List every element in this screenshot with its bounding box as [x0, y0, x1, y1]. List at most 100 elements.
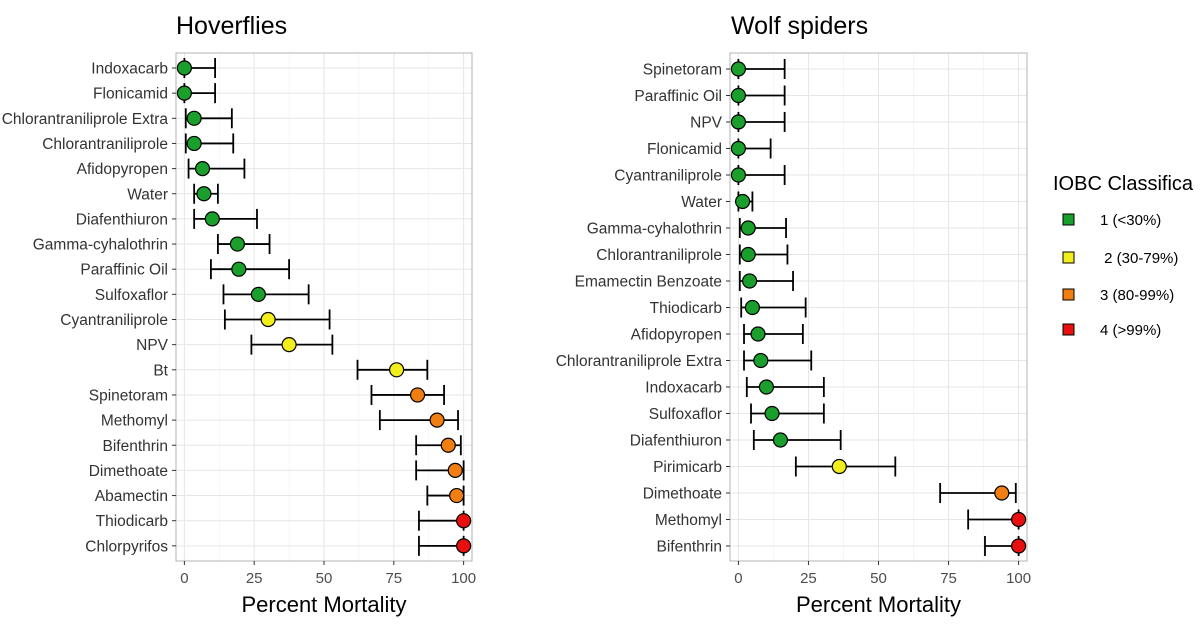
y-tick-label: Flonicamid — [93, 86, 168, 103]
panel-hoverflies: Hoverflies Indoxacarb Flonicamid Chlorantra… — [2, 12, 476, 617]
y-tick-label: Chlorantraniliprole — [596, 247, 722, 264]
legend-title: IOBC Classifica — [1053, 173, 1194, 195]
x-tick-label: 25 — [800, 570, 817, 587]
error-bar — [750, 403, 825, 424]
error-bar — [378, 410, 459, 431]
y-tick-label: Dimethoate — [89, 463, 168, 480]
panel-wolf-spiders: Wolf spiders Spinetoram Paraffinic Oil NPV F… — [556, 12, 1031, 617]
legend-key-4 — [1062, 323, 1075, 336]
data-point — [740, 246, 756, 263]
chart-title: Wolf spiders — [731, 12, 868, 40]
y-tick-label: Bifenthrin — [103, 438, 168, 455]
y-tick-label: Chlorpyrifos — [85, 538, 168, 555]
y-tick-label: Gamma-cyhalothrin — [33, 237, 168, 254]
data-point — [176, 85, 192, 101]
chart-title: Hoverflies — [176, 12, 287, 40]
legend-key-1 — [1062, 213, 1075, 226]
data-point — [764, 405, 780, 422]
data-point — [440, 437, 456, 453]
data-point — [750, 326, 766, 342]
y-tick-label: Chlorantraniliprole — [42, 136, 168, 153]
data-point — [186, 110, 202, 126]
error-bar — [370, 384, 445, 405]
x-tick-label: 100 — [1006, 570, 1031, 587]
y-tick-label: Indoxacarb — [645, 380, 722, 397]
data-point — [744, 299, 761, 316]
error-bar — [745, 377, 825, 397]
legend-label-3: 3 (80-99%) — [1100, 287, 1174, 304]
y-tick-label: Bifenthrin — [657, 539, 722, 556]
y-tick-label: Thiodicarb — [650, 300, 722, 317]
data-point — [409, 387, 426, 403]
y-tick-label: Dimethoate — [643, 486, 722, 503]
y-tick-label: Flonicamid — [647, 141, 722, 158]
x-tick-label: 25 — [246, 570, 263, 587]
data-point — [772, 432, 789, 448]
x-tick-label: 100 — [451, 570, 476, 587]
y-tick-label: Paraffinic Oil — [80, 262, 168, 279]
data-point — [229, 236, 246, 252]
data-point — [742, 273, 758, 289]
y-tick-label: Indoxacarb — [91, 61, 168, 78]
data-point — [449, 487, 465, 504]
data-point — [730, 140, 747, 157]
y-tick-label: Pirimicarb — [653, 459, 722, 476]
data-point — [758, 379, 775, 395]
data-point — [389, 362, 405, 378]
data-point — [231, 261, 247, 277]
error-bar — [210, 259, 290, 280]
y-tick-label: NPV — [690, 115, 723, 132]
data-point — [730, 114, 747, 130]
data-point — [186, 135, 202, 152]
error-bar — [752, 430, 842, 450]
data-point — [735, 193, 751, 210]
data-point — [281, 337, 297, 353]
x-tick-label: 0 — [180, 570, 188, 587]
y-tick-label: Methomyl — [655, 512, 722, 529]
legend-label-1: 1 (<30%) — [1100, 212, 1161, 229]
data-point — [260, 311, 276, 328]
data-point — [730, 167, 747, 183]
legend-item-3: 3 (80-99%) — [1062, 287, 1174, 304]
data-point — [730, 61, 747, 77]
data-point — [429, 412, 445, 428]
data-point — [831, 458, 847, 475]
data-point — [753, 352, 769, 369]
x-tick-label: 75 — [385, 570, 402, 587]
y-tick-label: Afidopyropen — [631, 327, 722, 344]
data-point — [204, 211, 220, 227]
y-tick-label: Abamectin — [95, 488, 168, 505]
y-tick-label: Gamma-cyhalothrin — [587, 221, 722, 238]
y-tick-label: Sulfoxaflor — [649, 406, 722, 423]
data-point — [1010, 511, 1027, 528]
y-tick-label: Chlorantraniliprole Extra — [2, 111, 169, 128]
data-point — [447, 462, 463, 478]
y-tick-label: Bt — [153, 362, 168, 379]
data-point — [196, 186, 212, 202]
error-bar — [223, 309, 331, 330]
data-point — [194, 161, 211, 177]
y-tick-label: Cyantraniliprole — [614, 168, 722, 185]
data-point — [456, 538, 472, 554]
x-axis-label: Percent Mortality — [796, 592, 961, 617]
legend-label-2: 2 (30-79%) — [1100, 250, 1178, 267]
data-point — [1010, 538, 1027, 554]
x-tick-label: 0 — [734, 570, 742, 587]
y-tick-label: Sulfoxaflor — [95, 287, 168, 304]
error-bar — [193, 208, 258, 229]
y-tick-label: Spinetoram — [643, 62, 722, 79]
x-axis-label: Percent Mortality — [241, 592, 406, 617]
legend-item-4: 4 (>99%) — [1062, 322, 1161, 339]
legend-item-2: 2 (30-79%) — [1062, 250, 1178, 267]
y-tick-label: Water — [681, 194, 722, 211]
legend-key-3 — [1062, 288, 1075, 301]
y-tick-label: Cyantraniliprole — [60, 312, 168, 329]
y-tick-label: Thiodicarb — [96, 513, 168, 530]
error-bar — [222, 284, 310, 305]
y-tick-label: Chlorantraniliprole Extra — [556, 353, 723, 370]
y-tick-label: Diafenthiuron — [630, 433, 722, 450]
x-tick-label: 50 — [870, 570, 887, 587]
legend-item-1: 1 (<30%) — [1062, 212, 1161, 229]
data-point — [994, 485, 1010, 501]
